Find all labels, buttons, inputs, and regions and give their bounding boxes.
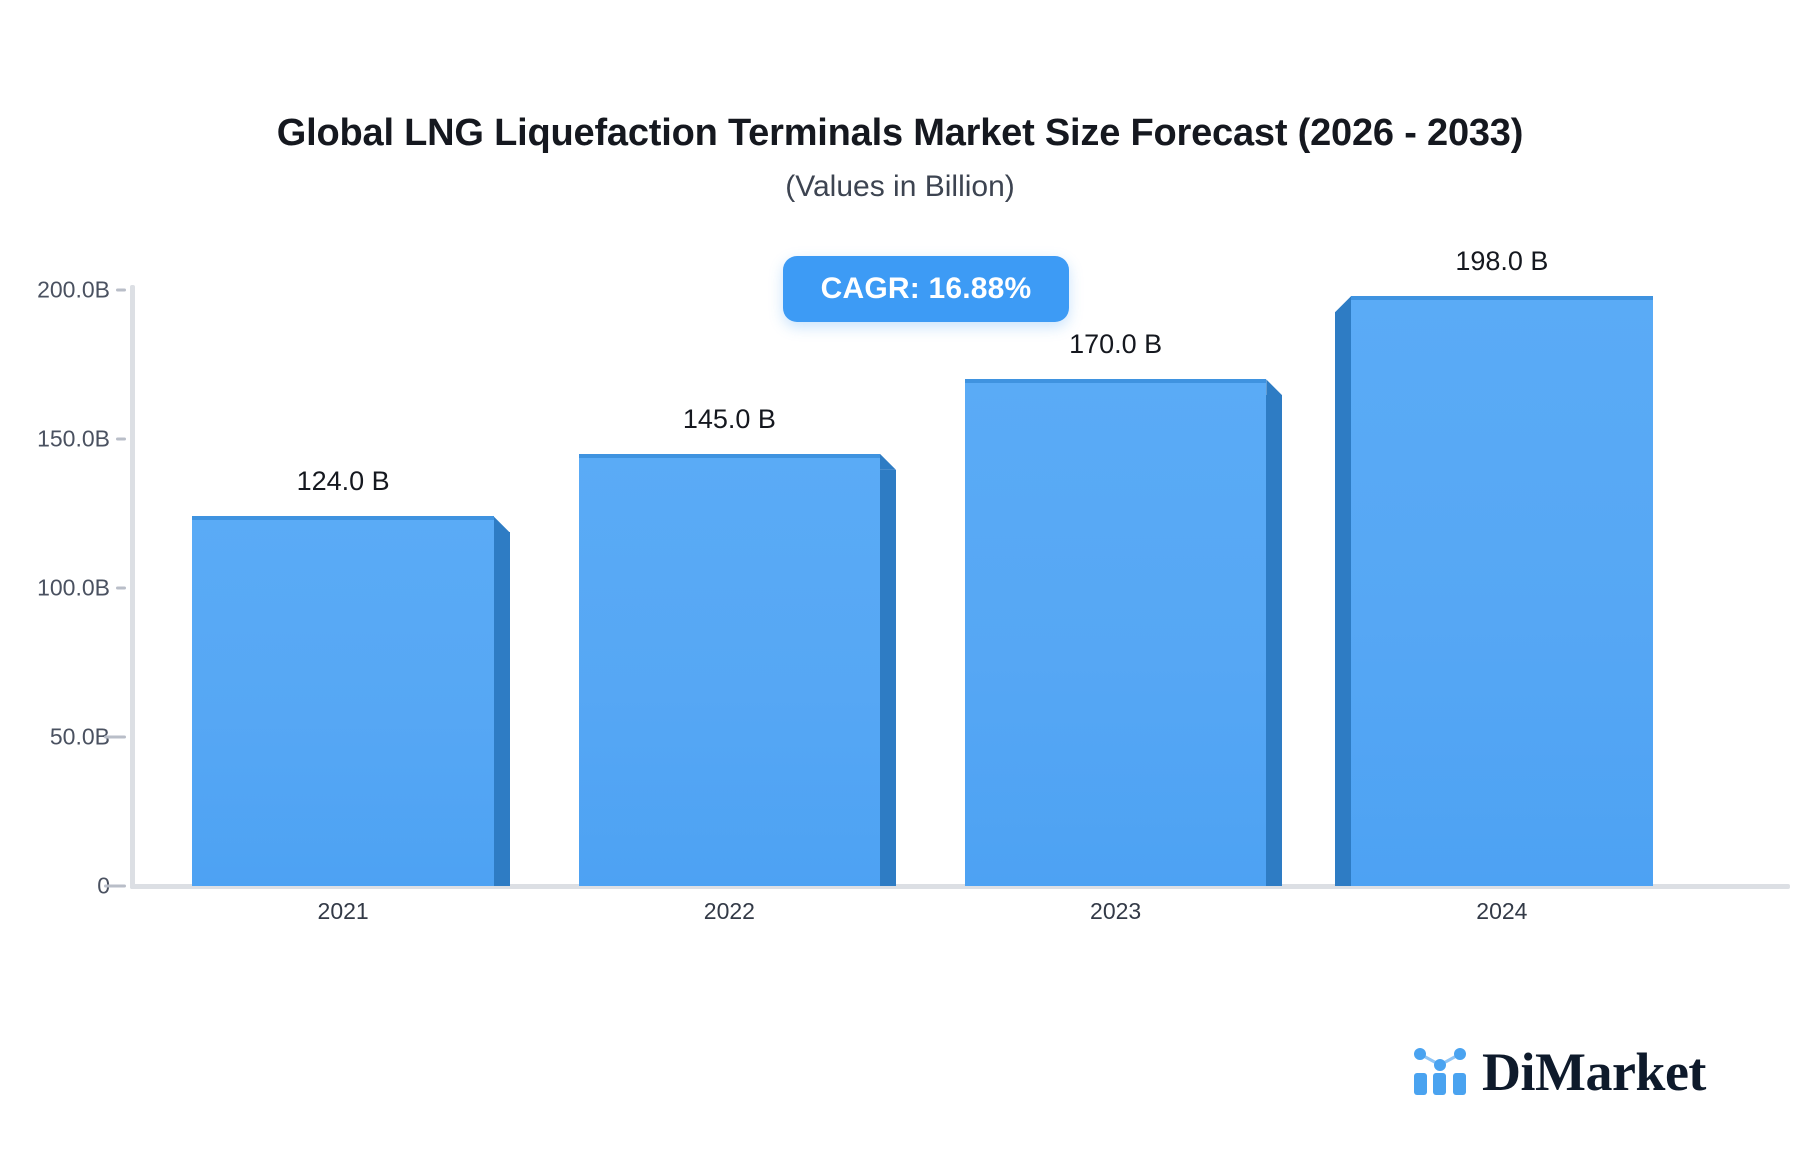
y-axis-tick-mark <box>116 437 126 441</box>
bar-side-panel <box>1335 311 1352 886</box>
bar-face <box>192 516 494 886</box>
bar-top-bevel <box>1335 295 1352 312</box>
bar-face <box>964 379 1267 886</box>
bar-value-label: 170.0 B <box>1069 329 1163 360</box>
bar-value-label: 198.0 B <box>1455 245 1549 276</box>
cagr-badge-label: CAGR: 16.88% <box>820 272 1032 305</box>
chart-subtitle: (Values in Billion) <box>785 170 1015 203</box>
bar-2021[interactable] <box>192 516 510 886</box>
bar-top-bevel <box>493 516 510 533</box>
bar-value-label: 145.0 B <box>682 403 776 434</box>
y-axis-tick-mark <box>104 735 126 739</box>
logo-text: DiMarket <box>1482 1041 1706 1102</box>
y-axis-tick-label: 200.0B <box>37 276 110 303</box>
bar-2024[interactable] <box>1335 295 1653 886</box>
bar-top-bevel <box>880 453 896 470</box>
bar-face <box>1351 295 1653 886</box>
dimarket-logo: DiMarket <box>1412 1042 1706 1101</box>
x-axis-line <box>130 884 1790 889</box>
bar-side-panel <box>493 532 510 886</box>
bar-side-panel <box>880 469 896 886</box>
y-axis-line <box>130 285 135 889</box>
x-axis-tick-label: 2022 <box>703 898 755 924</box>
x-axis-tick-label: 2023 <box>1090 898 1142 924</box>
bar-top-edge <box>1351 295 1653 300</box>
y-axis-tick-label: 100.0B <box>37 574 110 601</box>
bar-2022[interactable] <box>578 453 896 886</box>
y-axis-tick-label: 50.0B <box>49 723 110 750</box>
x-axis-tick-label: 2024 <box>1476 898 1528 924</box>
bar-top-edge <box>964 379 1267 384</box>
x-axis-tick-label: 2021 <box>317 898 369 924</box>
bar-2023[interactable] <box>964 379 1283 886</box>
bar-top-edge <box>192 516 494 521</box>
y-axis-tick-label: 0 <box>0 873 110 900</box>
cagr-badge: CAGR: 16.88% <box>783 256 1069 322</box>
y-axis-tick-mark <box>104 884 126 888</box>
bar-top-bevel <box>1266 379 1283 396</box>
y-axis-tick-mark <box>116 586 126 590</box>
chart-title: Global LNG Liquefaction Terminals Market… <box>276 112 1524 154</box>
y-axis-tick-label: 150.0B <box>37 425 110 452</box>
y-axis-tick-mark <box>116 288 126 292</box>
bar-value-label: 124.0 B <box>296 466 390 497</box>
bar-side-panel <box>1266 395 1283 886</box>
chart-trend-icon <box>1412 1042 1468 1101</box>
bar-top-edge <box>578 453 880 458</box>
bar-face <box>578 453 880 886</box>
